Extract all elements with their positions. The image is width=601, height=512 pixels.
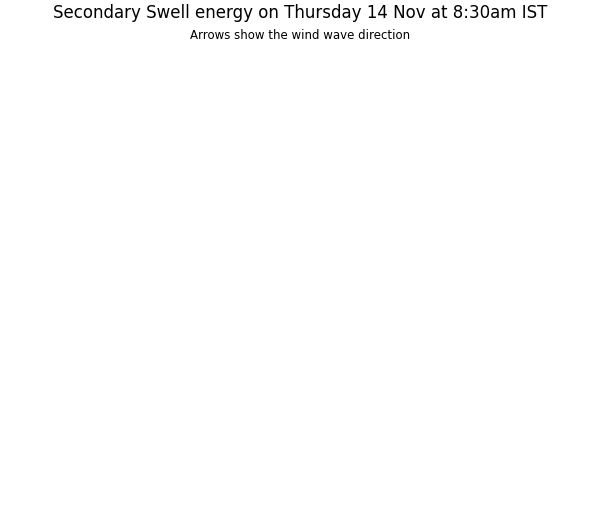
- Text: Secondary Swell energy on Thursday 14 Nov at 8:30am IST: Secondary Swell energy on Thursday 14 No…: [53, 4, 548, 22]
- Text: [Map requires cartopy or geopandas]: [Map requires cartopy or geopandas]: [171, 271, 430, 286]
- Text: Arrows show the wind wave direction: Arrows show the wind wave direction: [191, 29, 410, 41]
